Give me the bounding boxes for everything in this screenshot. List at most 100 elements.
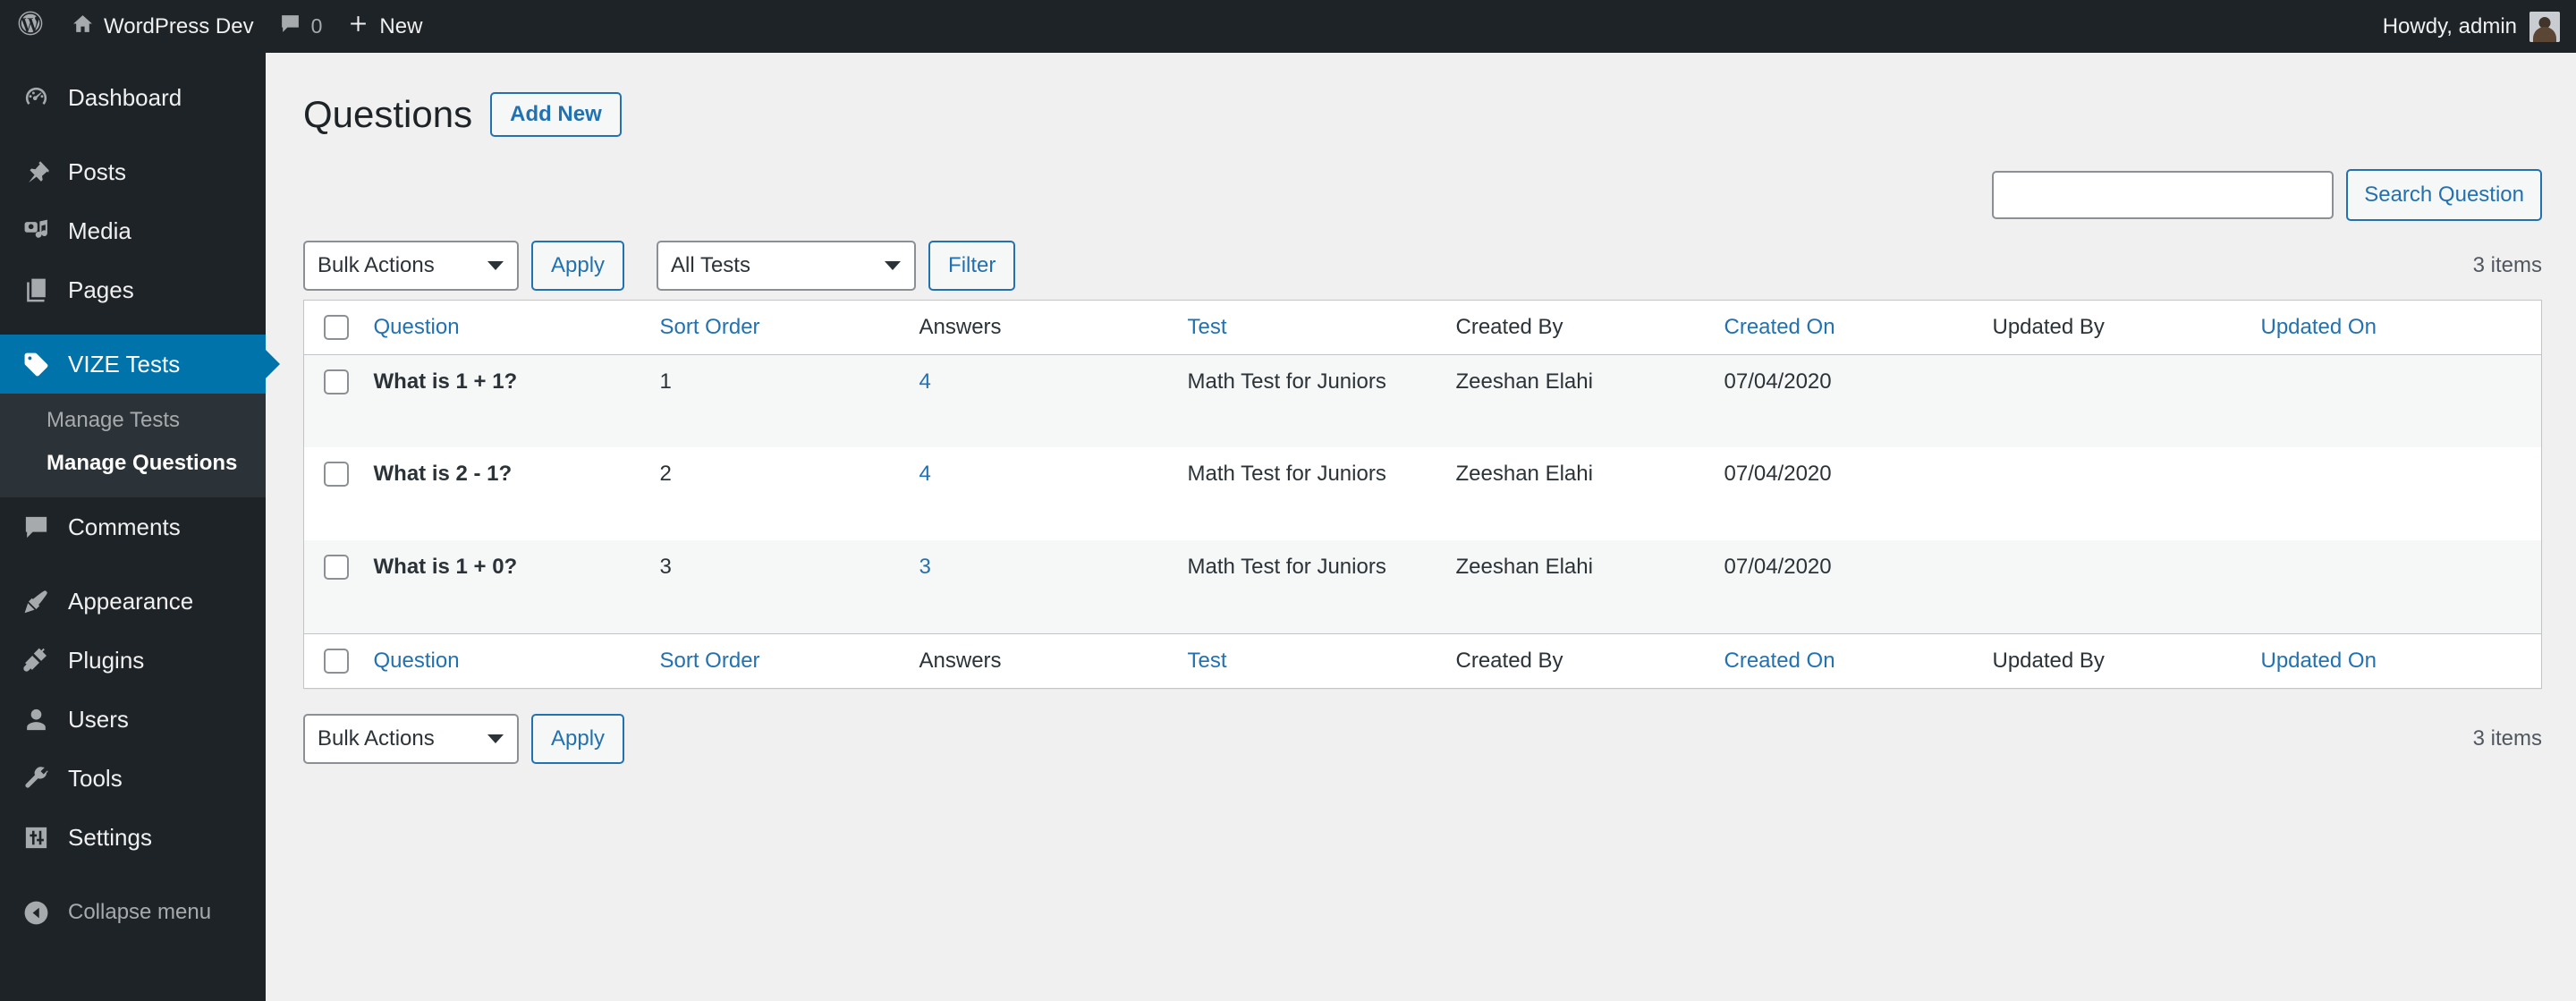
column-header-created-by-top: Created By <box>1439 300 1708 355</box>
answers-link[interactable]: 3 <box>919 555 931 580</box>
row-select-cell <box>304 447 358 540</box>
pin-icon <box>20 156 52 188</box>
cell-question: What is 1 + 0? <box>373 555 518 580</box>
my-account-menu[interactable]: Howdy, admin <box>2383 11 2576 42</box>
column-header-test-bottom[interactable]: Test <box>1171 633 1440 689</box>
sort-link-question[interactable]: Question <box>373 648 460 673</box>
user-icon <box>20 703 52 735</box>
page-title: Questions <box>303 93 473 135</box>
column-header-updated-on-top[interactable]: Updated On <box>2244 300 2542 355</box>
comment-bubble-icon <box>20 511 52 543</box>
submenu-item-label: Manage Tests <box>47 408 180 432</box>
sidebar-item-users[interactable]: Users <box>0 690 266 749</box>
submenu-item-manage-questions[interactable]: Manage Questions <box>0 442 266 485</box>
table-row[interactable]: What is 2 - 1? 2 4 Math Test for Juniors… <box>304 447 2542 540</box>
sidebar-item-plugins[interactable]: Plugins <box>0 631 266 690</box>
sidebar-item-media[interactable]: Media <box>0 201 266 260</box>
column-header-test-top[interactable]: Test <box>1171 300 1440 355</box>
sidebar-item-label: Settings <box>68 823 152 851</box>
column-header-answers-top: Answers <box>902 300 1172 355</box>
sort-link-test[interactable]: Test <box>1187 314 1227 339</box>
column-header-created-on-top[interactable]: Created On <box>1707 300 1977 355</box>
table-head: Question Sort Order Answers Test Created… <box>303 300 2542 355</box>
cell-created-by: Zeeshan Elahi <box>1455 462 1593 487</box>
column-header-updated-by-top: Updated By <box>1976 300 2245 355</box>
cell-test: Math Test for Juniors <box>1187 462 1386 487</box>
column-header-sort-order-top[interactable]: Sort Order <box>643 300 903 355</box>
select-all-header-top <box>303 300 358 355</box>
table-header-row: Question Sort Order Answers Test Created… <box>303 300 2542 355</box>
sort-link-test[interactable]: Test <box>1187 648 1227 673</box>
answers-link[interactable]: 4 <box>919 369 931 394</box>
collapse-arrow-icon <box>20 896 52 929</box>
add-new-button[interactable]: Add New <box>490 92 622 138</box>
displaying-count-bottom: 3 items <box>2472 725 2542 751</box>
cell-updated-on <box>2245 354 2542 447</box>
tests-filter-select[interactable]: All Tests <box>657 240 917 291</box>
sort-link-created-on[interactable]: Created On <box>1724 648 1835 673</box>
admin-bar: WordPress Dev 0 New Howdy, admin <box>0 0 2576 53</box>
bulk-actions-select-top[interactable]: Bulk Actions <box>303 240 519 291</box>
bulk-actions-select-bottom[interactable]: Bulk Actions <box>303 713 519 764</box>
wrench-icon <box>20 762 52 794</box>
sidebar-item-label: Plugins <box>68 646 145 674</box>
sidebar-item-label: Dashboard <box>68 83 182 111</box>
answers-link[interactable]: 4 <box>919 462 931 487</box>
sidebar-item-settings[interactable]: Settings <box>0 808 266 867</box>
collapse-menu-label: Collapse menu <box>68 900 212 924</box>
column-header-question-top[interactable]: Question <box>357 300 644 355</box>
comments-count: 0 <box>310 14 323 38</box>
site-name-button[interactable]: WordPress Dev <box>59 0 267 53</box>
select-all-header-bottom <box>303 633 358 689</box>
new-content-button[interactable]: New <box>335 0 435 53</box>
search-input[interactable] <box>1992 170 2334 219</box>
row-checkbox[interactable] <box>324 462 349 488</box>
comments-button[interactable]: 0 <box>267 0 335 53</box>
search-form: Search Question <box>303 168 2542 221</box>
sidebar-item-dashboard[interactable]: Dashboard <box>0 68 266 127</box>
cell-answers: 4 <box>903 354 1172 447</box>
sort-link-question[interactable]: Question <box>373 314 460 339</box>
select-all-checkbox-top[interactable] <box>324 314 349 340</box>
cell-answers: 3 <box>903 540 1172 633</box>
table-row[interactable]: What is 1 + 0? 3 3 Math Test for Juniors… <box>303 540 2542 634</box>
column-header-question-bottom[interactable]: Question <box>357 633 644 689</box>
wordpress-logo-icon <box>16 9 45 44</box>
column-header-created-on-bottom[interactable]: Created On <box>1707 633 1977 689</box>
menu-spacer-3 <box>0 556 266 572</box>
search-question-button[interactable]: Search Question <box>2346 168 2542 221</box>
column-header-updated-on-bottom[interactable]: Updated On <box>2244 633 2542 689</box>
cell-answers: 4 <box>903 447 1172 540</box>
sidebar-item-comments[interactable]: Comments <box>0 497 266 556</box>
menu-spacer-1 <box>0 127 266 142</box>
sidebar-item-tools[interactable]: Tools <box>0 749 266 808</box>
filter-button[interactable]: Filter <box>928 240 1016 291</box>
sidebar-item-pages[interactable]: Pages <box>0 260 266 319</box>
apply-button-top[interactable]: Apply <box>531 240 625 291</box>
column-header-sort-order-bottom[interactable]: Sort Order <box>643 633 903 689</box>
select-all-checkbox-bottom[interactable] <box>324 648 349 674</box>
avatar <box>2529 11 2560 42</box>
table-nav-top: Bulk Actions Apply All Tests Filter 3 it… <box>303 235 2542 296</box>
table-row[interactable]: What is 1 + 1? 1 4 Math Test for Juniors… <box>303 354 2542 448</box>
questions-table: Question Sort Order Answers Test Created… <box>303 299 2542 689</box>
sidebar-item-posts[interactable]: Posts <box>0 142 266 201</box>
sort-link-created-on[interactable]: Created On <box>1724 314 1835 339</box>
sidebar-item-vize-tests[interactable]: VIZE Tests <box>0 335 266 394</box>
submenu-item-manage-tests[interactable]: Manage Tests <box>0 399 266 442</box>
sort-link-sort-order[interactable]: Sort Order <box>659 314 760 339</box>
admin-sidebar-menu: Dashboard Posts Media Pages VIZE Tests M… <box>0 53 266 1001</box>
sidebar-item-label: Users <box>68 705 129 733</box>
sort-link-updated-on[interactable]: Updated On <box>2260 648 2377 673</box>
sort-link-updated-on[interactable]: Updated On <box>2260 314 2377 339</box>
sliders-icon <box>20 821 52 853</box>
row-checkbox[interactable] <box>324 555 349 581</box>
sort-link-sort-order[interactable]: Sort Order <box>659 648 760 673</box>
collapse-menu-button[interactable]: Collapse menu <box>0 883 266 942</box>
wordpress-logo-button[interactable] <box>0 0 59 53</box>
cell-created-by: Zeeshan Elahi <box>1455 555 1593 580</box>
row-checkbox[interactable] <box>324 369 349 394</box>
apply-button-bottom[interactable]: Apply <box>531 713 625 764</box>
cell-updated-on <box>2245 540 2542 633</box>
sidebar-item-appearance[interactable]: Appearance <box>0 572 266 631</box>
